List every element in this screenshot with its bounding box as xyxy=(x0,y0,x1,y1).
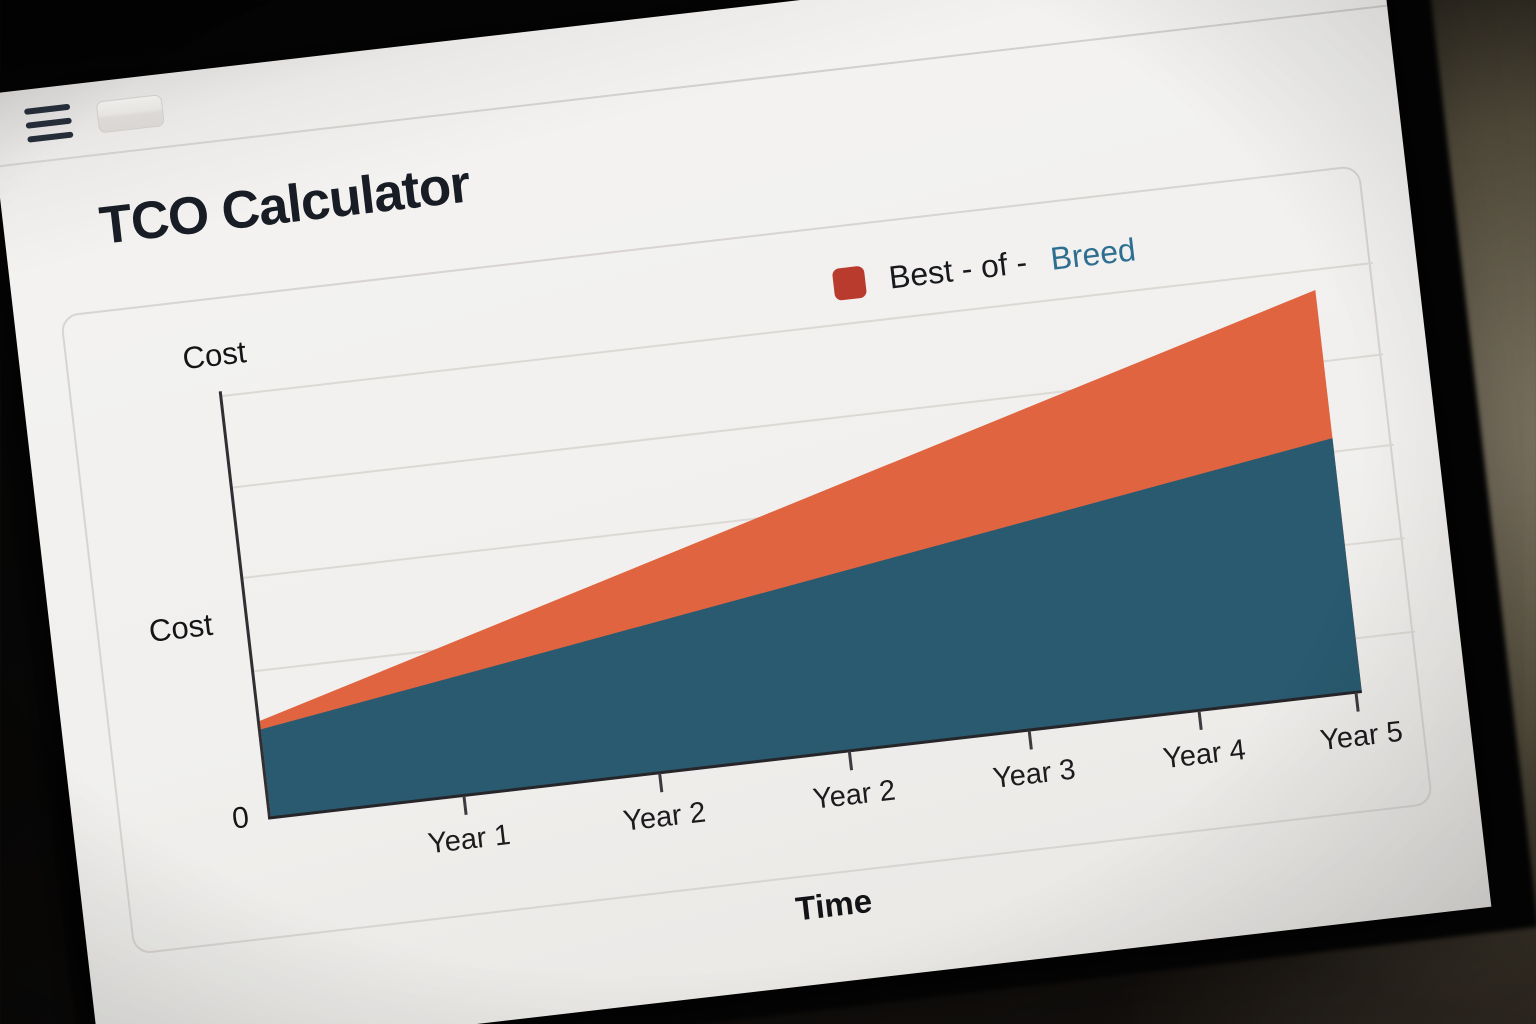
hamburger-icon xyxy=(23,103,71,115)
chart-card: Best - of - Breed Cost Cost 0 Year 1 Year… xyxy=(59,164,1434,955)
x-tick: Year 2 xyxy=(618,769,707,839)
x-tick-mark xyxy=(1027,730,1033,750)
x-tick: Year 2 xyxy=(808,747,897,817)
x-tick: Year 5 xyxy=(1315,688,1404,758)
legend-label-dark: Best - of - xyxy=(886,243,1029,296)
legend-label-accent: Breed xyxy=(1048,231,1138,277)
x-tick: Year 4 xyxy=(1158,706,1247,776)
y-axis-label-mid: Cost xyxy=(147,606,215,649)
plot-area: Cost Cost 0 Year 1 Year 2 Year 2 Year 3 Year… xyxy=(147,261,1416,860)
y-axis-origin-label: 0 xyxy=(230,800,251,836)
x-tick-mark xyxy=(462,795,468,815)
x-tick-label: Year 5 xyxy=(1318,715,1405,758)
x-tick-mark xyxy=(657,773,664,793)
x-tick-mark xyxy=(1197,710,1203,730)
x-tick-label: Year 3 xyxy=(991,753,1078,795)
x-tick: Year 3 xyxy=(988,726,1077,796)
x-tick: Year 1 xyxy=(423,791,512,861)
topbar-pill-button[interactable] xyxy=(95,94,165,134)
hamburger-icon xyxy=(27,131,74,143)
x-tick-mark xyxy=(1354,692,1361,712)
x-tick-label: Year 1 xyxy=(426,818,513,861)
x-tick-label: Year 2 xyxy=(811,774,898,816)
x-tick-label: Year 2 xyxy=(621,796,708,838)
hamburger-icon xyxy=(25,117,72,129)
x-tick-mark xyxy=(847,751,853,771)
legend-item[interactable]: Best - of - Breed xyxy=(831,231,1138,303)
legend-swatch-icon xyxy=(831,265,868,301)
x-tick-label: Year 4 xyxy=(1161,733,1248,776)
hamburger-menu-button[interactable] xyxy=(23,102,74,145)
y-axis-label-top: Cost xyxy=(180,334,249,377)
screen-page: TCO Calculator Best - of - Breed Cost Co… xyxy=(0,0,1492,1024)
x-axis-title: Time xyxy=(793,881,874,928)
